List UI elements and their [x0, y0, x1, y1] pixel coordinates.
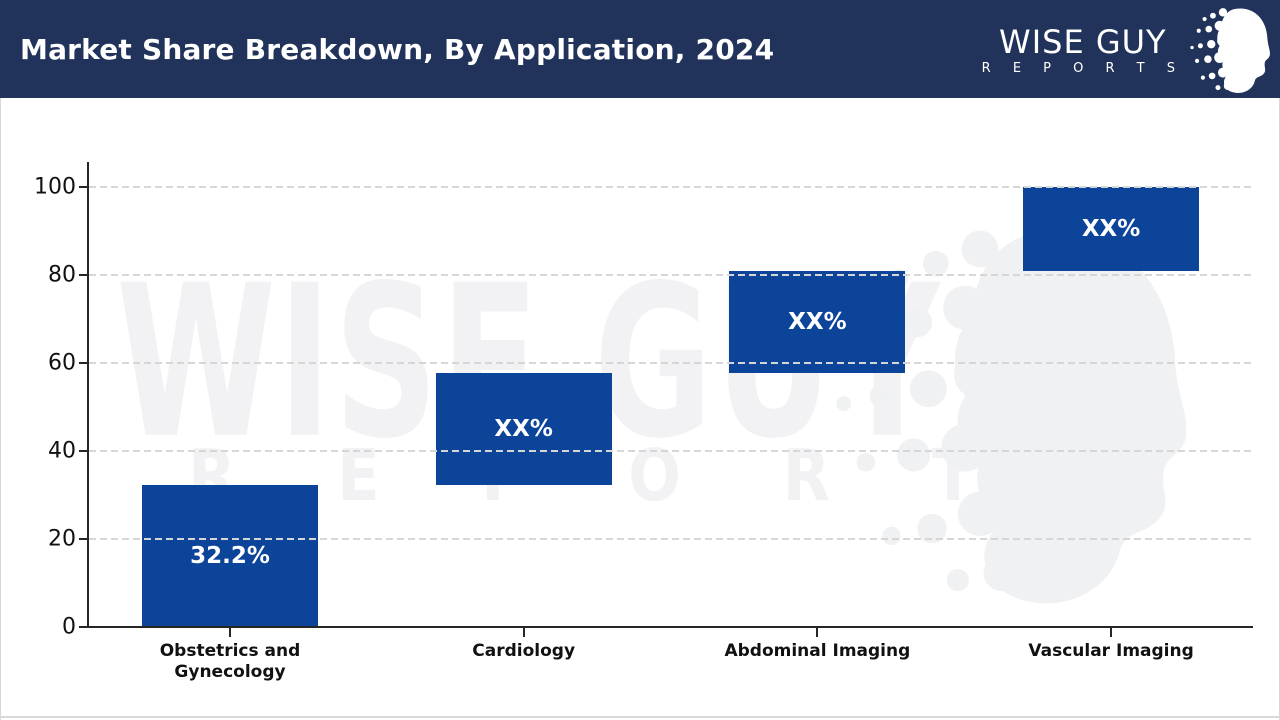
- y-axis-line: [87, 162, 89, 628]
- y-tick-mark-100: [79, 185, 88, 188]
- x-tick-mark-3: [1110, 627, 1113, 637]
- logo-wordmark: WISE GUY: [999, 22, 1167, 61]
- y-tick-label-80: 80: [48, 262, 76, 287]
- y-tick-mark-40: [79, 449, 88, 452]
- bottom-border: [0, 716, 1280, 718]
- bar-value-label: XX%: [1081, 215, 1141, 242]
- bar-value-label: XX%: [788, 308, 847, 335]
- gridline-40: [89, 449, 1252, 452]
- left-border: [0, 98, 1, 720]
- x-tick-mark-0: [229, 627, 231, 637]
- y-tick-label-100: 100: [34, 174, 76, 199]
- gridline-20: [89, 537, 1252, 540]
- logo-subtitle: R E P O R T S: [981, 60, 1184, 76]
- y-tick-label-0: 0: [62, 614, 76, 639]
- y-tick-label-40: 40: [48, 438, 76, 463]
- gridline-100: [89, 185, 1252, 188]
- x-axis-line: [87, 625, 1253, 628]
- y-tick-mark-60: [79, 361, 88, 364]
- gridline-80: [89, 273, 1252, 276]
- y-tick-mark-20: [79, 537, 88, 540]
- bar-cardiology: XX%: [435, 372, 612, 485]
- logo-text: WISE GUY R E P O R T S: [982, 25, 1184, 76]
- bar-abdominal-imaging: XX%: [729, 270, 906, 373]
- x-category-label: Abdominal Imaging: [724, 641, 911, 661]
- x-category-label: Obstetrics and Gynecology: [159, 641, 301, 682]
- y-tick-label-60: 60: [48, 350, 76, 375]
- y-tick-mark-80: [79, 273, 88, 276]
- y-tick-mark-0: [79, 625, 88, 628]
- x-tick-mark-2: [816, 627, 819, 637]
- bar-obstetrics-and-gynecology: 32.2%: [142, 484, 318, 627]
- logo-dotted-head-icon: [1190, 8, 1270, 93]
- gridline-60: [89, 361, 1252, 364]
- bar-value-label: XX%: [494, 415, 553, 442]
- bar-vascular-imaging: XX%: [1023, 186, 1200, 271]
- x-category-label: Vascular Imaging: [1028, 641, 1194, 661]
- bar-value-label: 32.2%: [190, 542, 270, 569]
- chart-title: Market Share Breakdown, By Application, …: [20, 32, 775, 66]
- header-bar: Market Share Breakdown, By Application, …: [0, 0, 1280, 98]
- x-tick-mark-1: [522, 627, 525, 637]
- wise-guy-reports-logo: WISE GUY R E P O R T S: [982, 4, 1270, 96]
- y-tick-label-20: 20: [48, 526, 76, 551]
- x-category-label: Cardiology: [472, 641, 576, 661]
